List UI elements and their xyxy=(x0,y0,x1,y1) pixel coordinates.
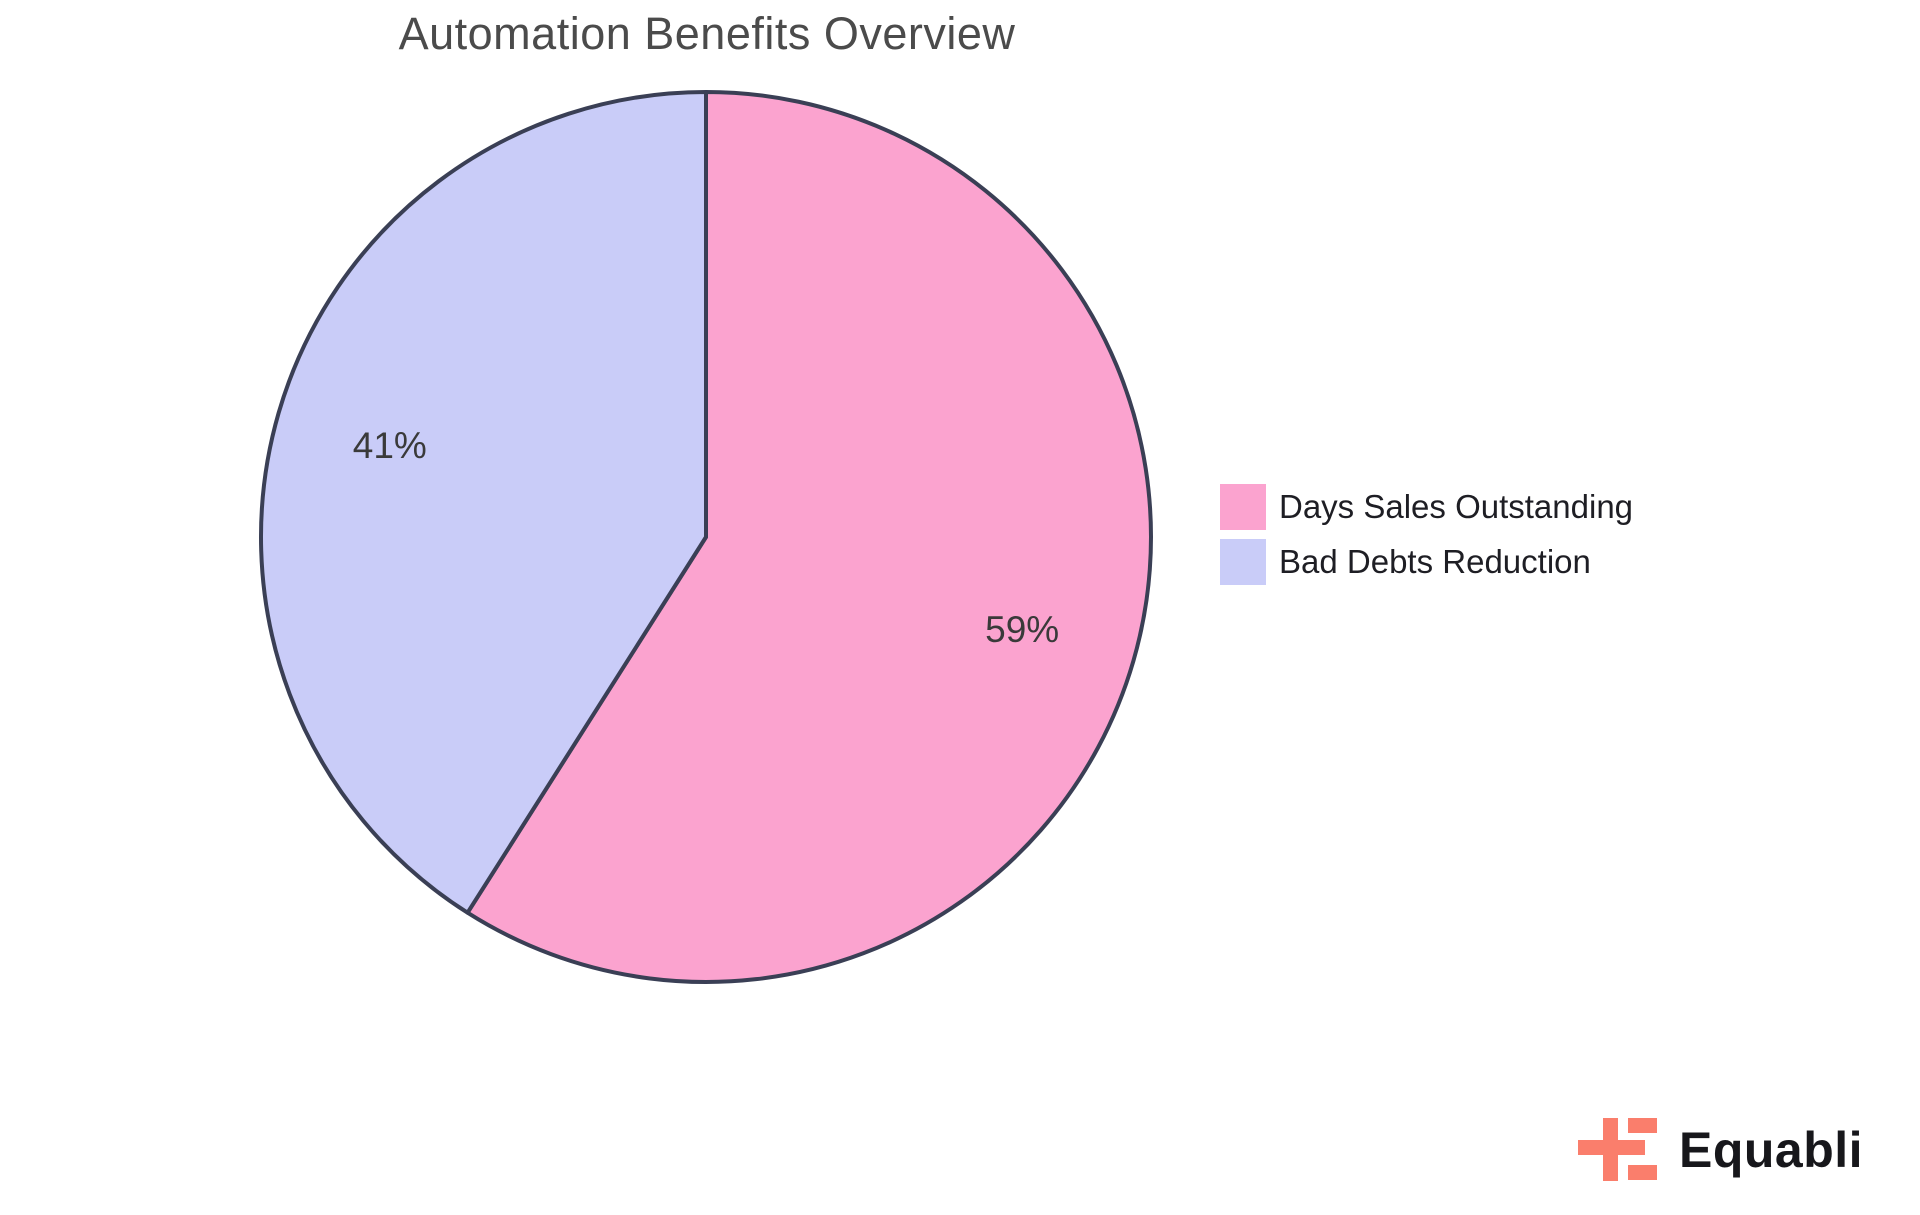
legend-label-days-sales-outstanding: Days Sales Outstanding xyxy=(1279,488,1634,525)
logo-e-top-bar xyxy=(1628,1118,1657,1133)
logo-plus-horizontal-bar xyxy=(1578,1140,1645,1155)
pie-slice-bad-debts-reduction xyxy=(259,90,708,915)
brand-logo: Equabli xyxy=(1578,1118,1863,1181)
pie-slice-days-sales-outstanding xyxy=(465,90,1153,984)
legend-label-bad-debts-reduction: Bad Debts Reduction xyxy=(1279,543,1591,580)
legend-item-bad-debts-reduction: Bad Debts Reduction xyxy=(1220,539,1633,585)
legend: Days Sales Outstanding Bad Debts Reducti… xyxy=(1220,484,1633,594)
logo-e-bottom-bar xyxy=(1628,1165,1657,1180)
equabli-logo-text: Equabli xyxy=(1679,1121,1864,1178)
pie-percent-label-days-sales-outstanding: 59% xyxy=(985,609,1059,650)
chart-title: Automation Benefits Overview xyxy=(398,8,1016,59)
legend-swatch-days-sales-outstanding xyxy=(1220,484,1266,530)
legend-swatch-bad-debts-reduction xyxy=(1220,539,1266,585)
equabli-logo-icon xyxy=(1578,1118,1658,1181)
legend-item-days-sales-outstanding: Days Sales Outstanding xyxy=(1220,484,1633,530)
pie-percent-label-bad-debts-reduction: 41% xyxy=(353,425,427,466)
